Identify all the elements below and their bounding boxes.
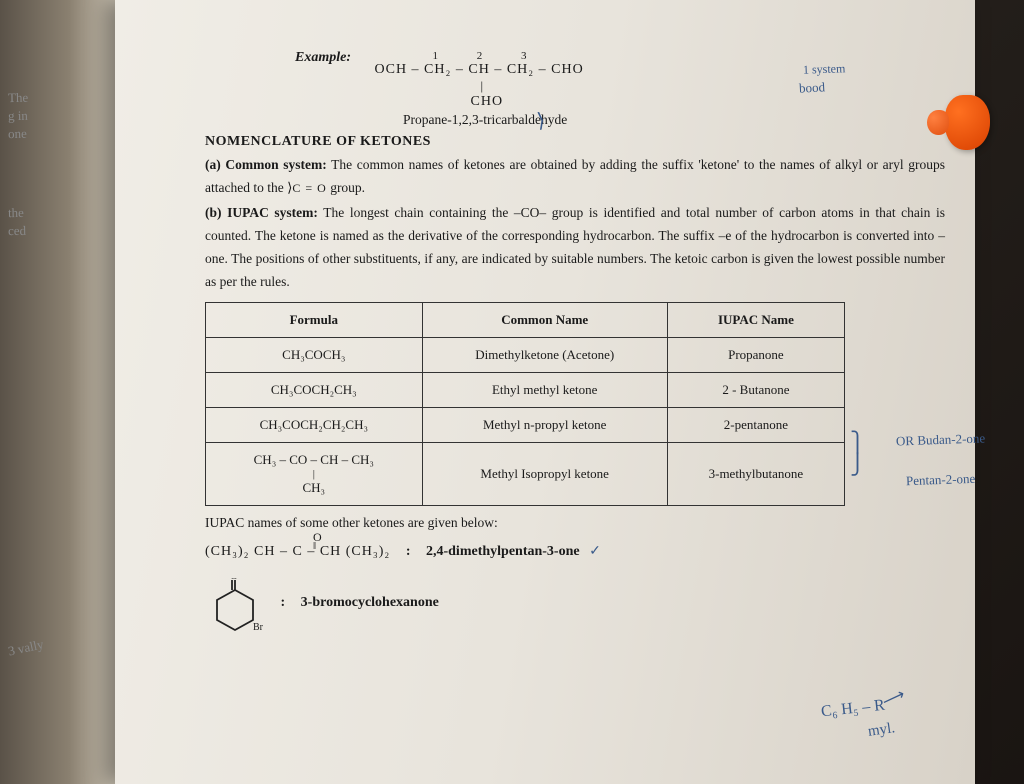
table-row: CH₃COCH₂CH₃ Ethyl methyl ketone 2 - Buta…	[206, 372, 845, 407]
section-heading: NOMENCLATURE OF KETONES	[205, 134, 945, 150]
example-compound-2: O Br : 3-bromocyclohexanone	[205, 578, 945, 628]
table-row: CH₃COCH₃ Dimethylketone (Acetone) Propan…	[206, 337, 845, 372]
example-formula-main: OCH – CH₂ – CH – CH₂ – CHO	[375, 62, 584, 78]
svg-text:Br: Br	[253, 622, 264, 633]
margin-word-4: the	[8, 205, 24, 221]
margin-word-2: g in	[8, 108, 28, 124]
iupac-system-para: (b) IUPAC system: The longest chain cont…	[205, 202, 945, 294]
th-iupac: IUPAC Name	[667, 302, 844, 337]
margin-word-1: The	[8, 90, 28, 106]
orange-object	[945, 95, 990, 150]
margin-word-3: one	[8, 126, 27, 142]
item-a-label: (a) Common system:	[205, 157, 327, 172]
common-system-para: (a) Common system: The common names of k…	[205, 154, 945, 200]
handwriting-2b: Pentan-2-one	[905, 471, 975, 489]
example-name: Propane-1,2,3-tricarbaldehyde	[403, 112, 945, 128]
compound-1-name: 2,4-dimethylpentan-3-one	[426, 544, 580, 559]
example-formula-branch: CHO	[471, 94, 584, 110]
handwriting-3b: myl.	[867, 720, 896, 741]
co-group: C = O	[292, 181, 326, 195]
th-common: Common Name	[422, 302, 667, 337]
svg-text:O: O	[230, 578, 238, 582]
example-label: Example:	[295, 50, 351, 65]
brace-icon: ⎭	[850, 452, 865, 477]
handwriting-2a: OR Budan-2-one	[896, 430, 986, 449]
compound-2-name: 3-bromocyclohexanone	[301, 595, 439, 610]
th-formula: Formula	[206, 302, 423, 337]
handwriting-1a: 1 system	[802, 61, 845, 77]
carbon-numbers: 1 2 3	[433, 50, 584, 62]
table-row: CH₃ – CO – CH – CH₃ | CH₃ Methyl Isoprop…	[206, 442, 845, 505]
item-b-label: (b) IUPAC system:	[205, 205, 318, 220]
ketone-table: Formula Common Name IUPAC Name CH₃COCH₃ …	[205, 302, 845, 506]
handwriting-1b: bood	[799, 79, 826, 96]
handwriting-3a: C₆ H₅ – R	[820, 697, 886, 722]
table-row: CH₃COCH₂CH₂CH₃ Methyl n-propyl ketone 2-…	[206, 407, 845, 442]
margin-word-5: ced	[8, 223, 26, 239]
checkmark-icon: ✓	[589, 544, 601, 559]
example-compound-1: O ‖ (CH₃)₂ CH – C – CH (CH₃)₂ : 2,4-dime…	[205, 543, 945, 560]
textbook-page: Example: 1 2 3 OCH – CH₂ – CH – CH₂ – CH…	[115, 0, 975, 784]
cyclohexanone-structure: O Br	[205, 578, 265, 628]
